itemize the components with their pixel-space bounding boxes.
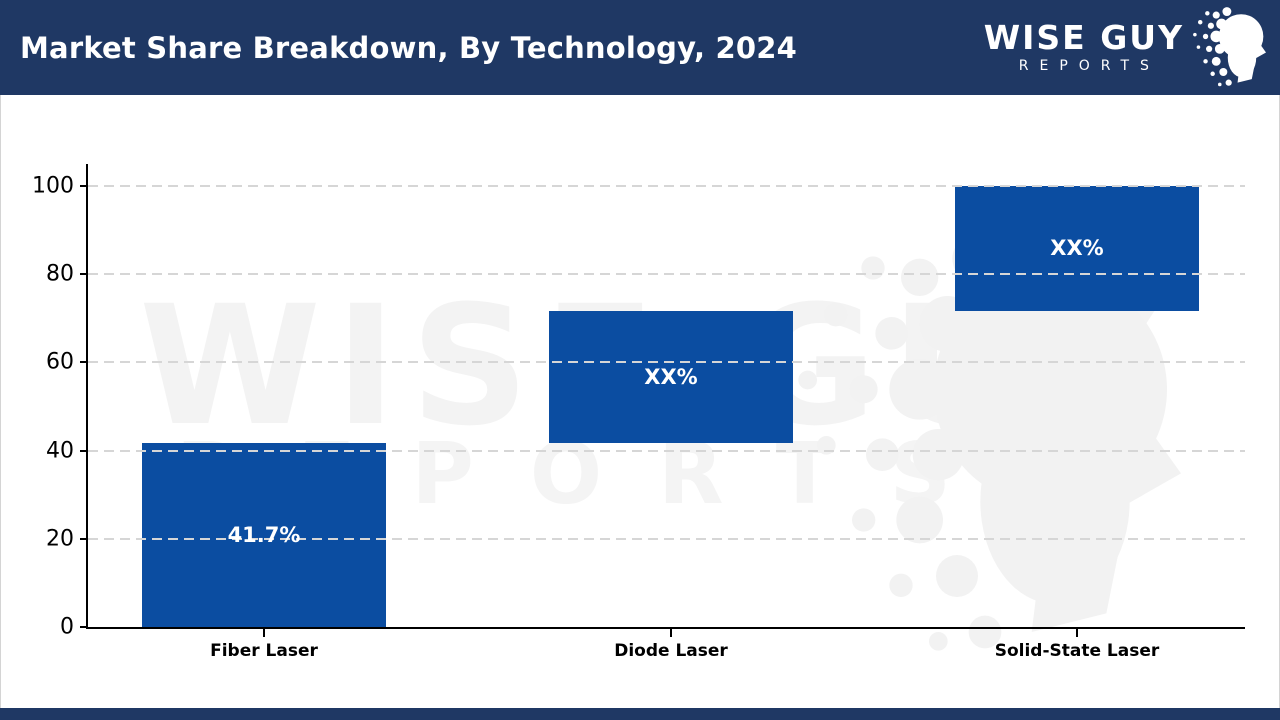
xtick-label-fiber-laser: Fiber Laser [210, 641, 318, 661]
logo-wordmark-sub: REPORTS [1018, 57, 1160, 74]
xtick-solid-state-laser [1076, 629, 1078, 637]
ytick-label-100: 100 [32, 173, 74, 199]
ytick-60 [80, 361, 88, 364]
y-axis-line [86, 164, 88, 629]
gridline-20 [88, 537, 1245, 540]
logo-wordmark: WISE GUY REPORTS [984, 21, 1184, 74]
bar-label-diode-laser: XX% [644, 364, 698, 389]
xtick-label-solid-state-laser: Solid-State Laser [994, 641, 1160, 661]
ytick-80 [80, 273, 88, 276]
xtick-fiber-laser [263, 629, 265, 637]
bar-fiber-laser [142, 443, 386, 627]
bar-label-fiber-laser: 41.7% [227, 523, 301, 548]
wise-guy-face-icon [1193, 6, 1266, 86]
ytick-label-40: 40 [46, 438, 74, 464]
footer-strip [0, 708, 1280, 720]
ytick-label-20: 20 [46, 526, 74, 552]
ytick-20 [80, 537, 88, 540]
page-title: Market Share Breakdown, By Technology, 2… [20, 30, 798, 65]
xtick-label-diode-laser: Diode Laser [614, 641, 728, 661]
xtick-diode-laser [670, 629, 672, 637]
gridline-100 [88, 185, 1245, 187]
x-axis-line [86, 627, 1245, 629]
header-banner: Market Share Breakdown, By Technology, 2… [0, 0, 1280, 95]
ytick-0 [80, 626, 88, 628]
ytick-label-80: 80 [46, 261, 74, 287]
ytick-label-60: 60 [46, 349, 74, 375]
ytick-100 [80, 185, 88, 187]
gridline-60 [88, 361, 1245, 364]
ytick-label-0: 0 [60, 614, 74, 640]
gridline-40 [88, 449, 1245, 452]
bar-label-solid-state-laser: XX% [1050, 236, 1104, 261]
ytick-40 [80, 449, 88, 452]
gridline-80 [88, 273, 1245, 276]
logo-wordmark-main: WISE GUY [983, 18, 1184, 58]
wise-guy-logo: WISE GUY REPORTS [984, 6, 1266, 90]
bar-diode-laser [549, 310, 793, 444]
